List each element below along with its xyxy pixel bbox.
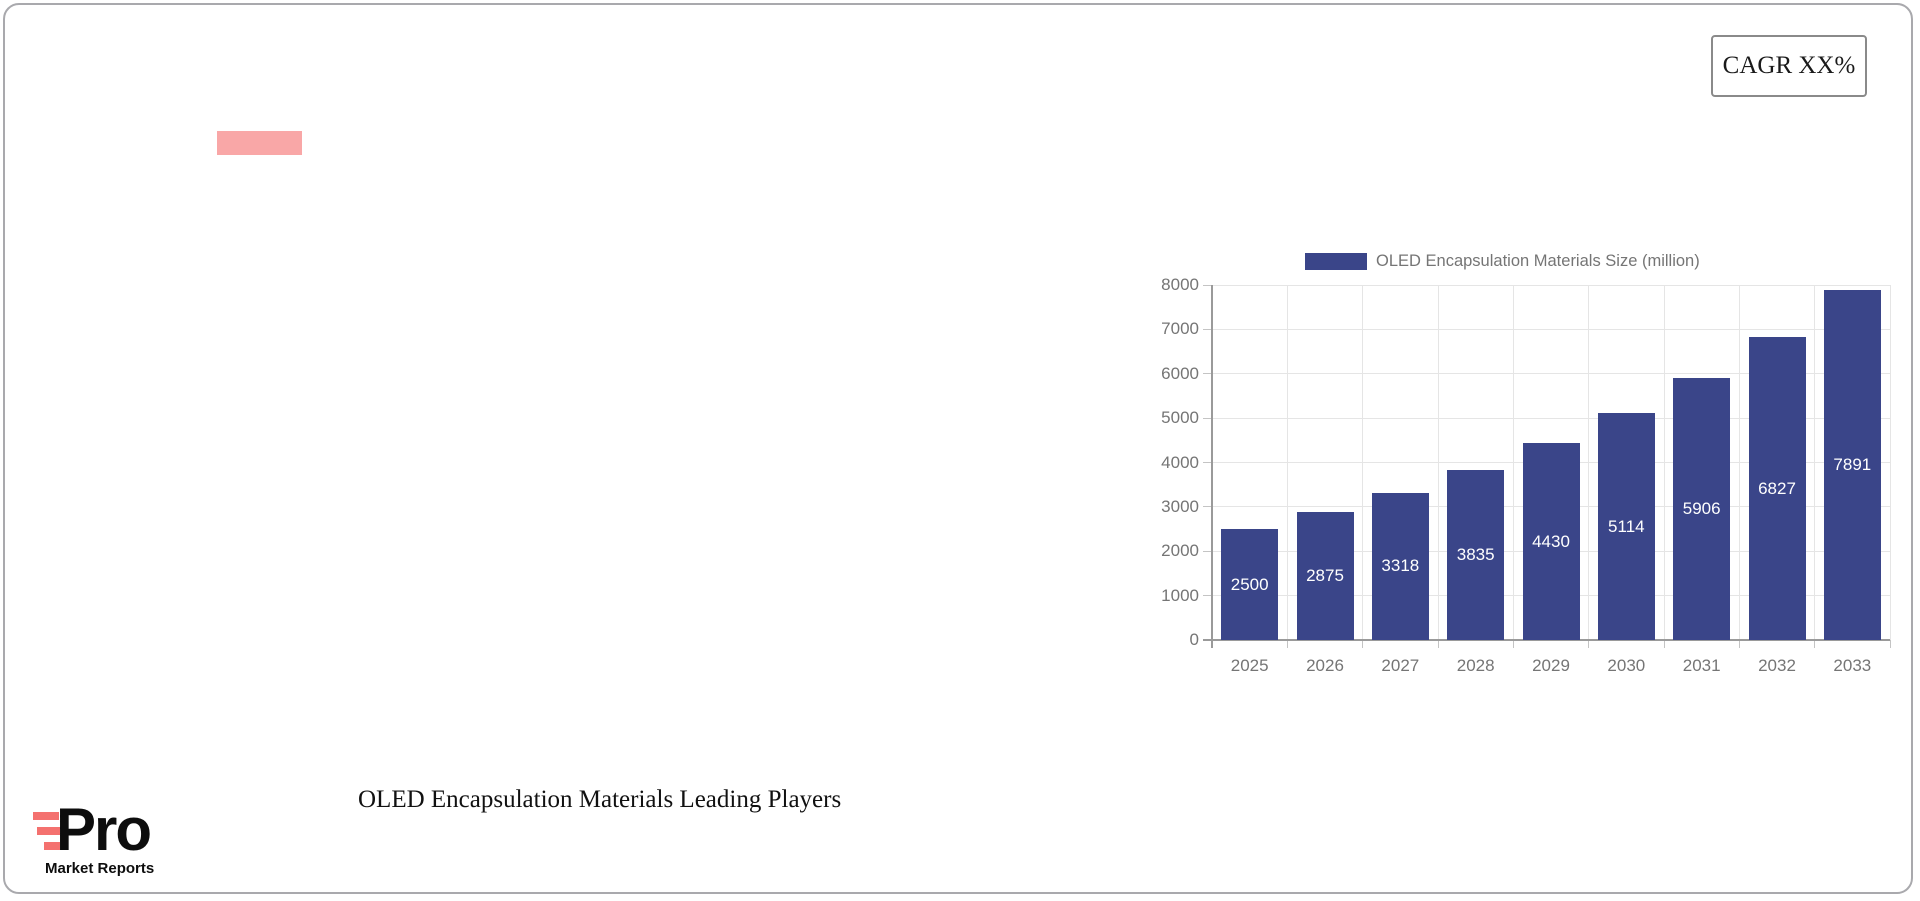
- x-axis-tick: [1512, 640, 1514, 648]
- v-gridline: [1588, 285, 1590, 640]
- bar-value-label: 2875: [1306, 566, 1344, 586]
- x-tick-label: 2028: [1456, 656, 1495, 675]
- logo-subtext: Market Reports: [45, 860, 155, 877]
- h-gridline: [1212, 284, 1890, 286]
- h-gridline: [1212, 373, 1890, 375]
- bar: [1522, 443, 1580, 640]
- y-axis-tick: [1203, 284, 1212, 286]
- report-title: OLED Encapsulation Materials Leading Pla…: [358, 786, 842, 813]
- bar-value-label: 2500: [1230, 574, 1269, 594]
- bar-value-label: 3318: [1381, 556, 1420, 576]
- bar: [1748, 337, 1806, 640]
- x-tick-label: 2033: [1833, 656, 1872, 675]
- v-gridline: [1814, 285, 1816, 640]
- x-tick-label: 2027: [1381, 656, 1420, 675]
- x-axis-tick: [1889, 640, 1891, 648]
- y-tick-label: 0: [1189, 630, 1199, 649]
- y-tick-label: 1000: [1161, 585, 1199, 605]
- logo-bar-icon: [37, 827, 60, 835]
- y-tick-label: 3000: [1161, 496, 1199, 516]
- x-axis-tick: [1437, 640, 1439, 648]
- legend-swatch: [1305, 253, 1367, 270]
- x-tick-label: 2030: [1607, 656, 1646, 675]
- bar-value-label: 7891: [1833, 454, 1872, 474]
- cagr-badge-label: CAGR XX%: [1722, 52, 1856, 79]
- bar-value-label: 6827: [1758, 478, 1796, 498]
- bar: [1597, 413, 1655, 640]
- v-gridline: [1889, 285, 1891, 640]
- x-tick-label: 2032: [1758, 656, 1796, 675]
- bar-value-label: 5906: [1682, 498, 1721, 518]
- x-tick-label: 2025: [1230, 656, 1269, 675]
- y-tick-label: 7000: [1161, 319, 1199, 339]
- y-axis-tick: [1203, 417, 1212, 419]
- y-axis-tick: [1203, 506, 1212, 508]
- bar: [1371, 492, 1429, 640]
- y-axis-line: [1211, 285, 1213, 648]
- bar: [1447, 469, 1505, 640]
- h-gridline: [1212, 417, 1890, 419]
- y-tick-label: 6000: [1161, 363, 1199, 383]
- y-axis-tick: [1203, 550, 1212, 552]
- y-tick-label: 5000: [1161, 408, 1199, 428]
- v-gridline: [1362, 285, 1364, 640]
- logo-bar-icon: [44, 842, 60, 850]
- v-gridline: [1738, 285, 1740, 640]
- x-tick-label: 2029: [1532, 656, 1570, 675]
- page-border: [3, 3, 1913, 894]
- y-axis-tick: [1203, 595, 1212, 597]
- x-tick-label: 2031: [1682, 656, 1721, 675]
- y-tick-label: 2000: [1161, 541, 1199, 561]
- x-axis-tick: [1362, 640, 1364, 648]
- bar: [1296, 512, 1354, 640]
- v-gridline: [1512, 285, 1514, 640]
- x-axis-tick: [1286, 640, 1288, 648]
- bar: [1673, 377, 1731, 640]
- v-gridline: [1286, 285, 1288, 640]
- y-axis-tick: [1203, 328, 1212, 330]
- logo-bar-icon: [33, 812, 59, 820]
- bar-value-label: 3835: [1456, 544, 1495, 564]
- bar-value-label: 5114: [1608, 516, 1645, 536]
- y-axis-tick: [1203, 373, 1212, 375]
- x-axis-tick: [1814, 640, 1816, 648]
- x-axis-tick: [1738, 640, 1740, 648]
- v-gridline: [1437, 285, 1439, 640]
- highlight-bar-decoration: [217, 131, 302, 155]
- h-gridline: [1212, 328, 1890, 330]
- x-axis-line: [1203, 639, 1890, 641]
- legend-label: OLED Encapsulation Materials Size (milli…: [1376, 252, 1700, 270]
- y-tick-label: 8000: [1161, 275, 1199, 294]
- cagr-badge: CAGR XX%: [1711, 35, 1867, 97]
- x-tick-label: 2026: [1306, 656, 1344, 675]
- bar: [1221, 529, 1279, 640]
- bar: [1823, 289, 1881, 640]
- x-axis-tick: [1663, 640, 1665, 648]
- logo-text: Pro: [56, 796, 152, 863]
- v-gridline: [1663, 285, 1665, 640]
- pro-market-reports-logo: Pro Market Reports: [30, 795, 210, 885]
- bar-value-label: 4430: [1532, 531, 1570, 551]
- y-axis-tick: [1203, 462, 1212, 463]
- x-axis-tick: [1588, 640, 1590, 648]
- y-tick-label: 4000: [1161, 452, 1199, 472]
